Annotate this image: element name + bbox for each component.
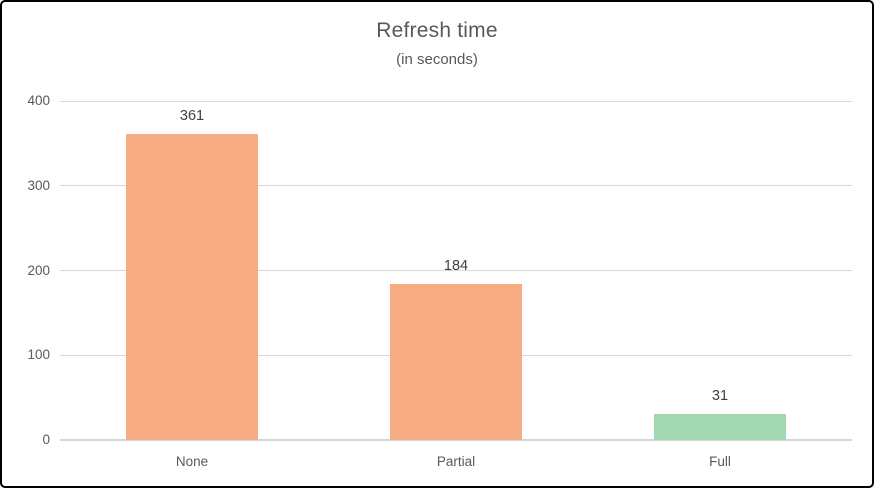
- y-axis-tick-300: 300: [27, 177, 50, 193]
- bar-full: [654, 413, 786, 440]
- x-axis-line: [60, 439, 852, 441]
- bar-none: [126, 134, 258, 440]
- y-axis-tick-0: 0: [42, 432, 50, 447]
- x-axis-label-none: None: [175, 454, 209, 469]
- gridline-300: [60, 185, 852, 187]
- bar-value-label-none: 361: [179, 108, 205, 125]
- chart-subtitle: (in seconds): [396, 51, 478, 68]
- bar-partial: [390, 284, 522, 440]
- y-axis-tick-400: 400: [27, 93, 50, 108]
- chart-title: Refresh time: [376, 19, 498, 42]
- y-axis-tick-200: 200: [27, 262, 50, 278]
- gridline-200: [60, 270, 852, 271]
- y-axis-tick-100: 100: [27, 347, 50, 363]
- gridline-400: [60, 100, 852, 102]
- x-axis-label-partial: Partial: [436, 454, 476, 469]
- x-axis-label-full: Full: [709, 454, 731, 469]
- plot-area: 361 184 31: [60, 100, 852, 441]
- bar-value-label-full: 31: [711, 387, 729, 404]
- bar-value-label-partial: 184: [443, 258, 469, 275]
